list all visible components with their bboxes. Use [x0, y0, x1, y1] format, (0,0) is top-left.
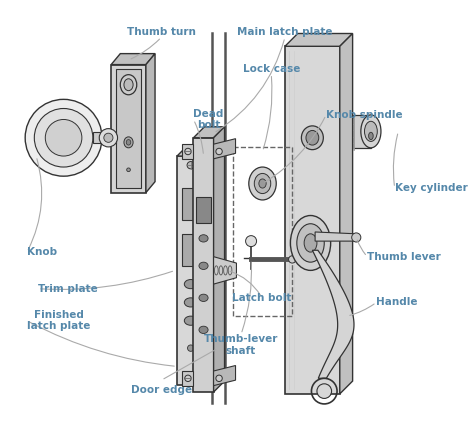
Polygon shape — [214, 257, 237, 284]
Ellipse shape — [369, 132, 373, 140]
Text: Trim plate: Trim plate — [38, 284, 98, 293]
Bar — [196, 197, 211, 223]
Text: Handle: Handle — [376, 297, 418, 307]
Ellipse shape — [317, 384, 332, 398]
Text: Dead
bolt: Dead bolt — [193, 109, 224, 130]
Circle shape — [99, 129, 118, 147]
Text: Latch bolt: Latch bolt — [232, 293, 292, 303]
Polygon shape — [177, 149, 212, 156]
Ellipse shape — [306, 130, 319, 145]
Ellipse shape — [297, 224, 324, 262]
Ellipse shape — [259, 179, 266, 188]
Text: Key cylinder: Key cylinder — [395, 183, 467, 193]
Text: Door edge: Door edge — [131, 385, 192, 395]
Circle shape — [104, 133, 113, 142]
Ellipse shape — [199, 262, 208, 270]
Ellipse shape — [254, 173, 271, 194]
Ellipse shape — [126, 140, 131, 145]
Polygon shape — [285, 34, 353, 46]
Ellipse shape — [187, 161, 194, 169]
Ellipse shape — [216, 375, 222, 381]
Polygon shape — [312, 250, 354, 378]
Bar — [182, 234, 200, 266]
Ellipse shape — [216, 148, 222, 155]
Polygon shape — [193, 127, 225, 138]
Polygon shape — [315, 232, 356, 241]
Polygon shape — [182, 371, 193, 385]
Circle shape — [246, 236, 256, 247]
Ellipse shape — [199, 294, 208, 301]
Ellipse shape — [184, 298, 197, 307]
Ellipse shape — [124, 79, 133, 91]
Polygon shape — [214, 139, 236, 159]
Circle shape — [34, 108, 93, 167]
Text: Thumb lever: Thumb lever — [367, 251, 441, 262]
Ellipse shape — [188, 345, 194, 351]
Ellipse shape — [120, 75, 137, 95]
Text: Thumb-lever
shaft: Thumb-lever shaft — [204, 335, 278, 356]
Ellipse shape — [289, 256, 296, 263]
Text: Knob: Knob — [27, 247, 57, 257]
Polygon shape — [146, 53, 155, 193]
Text: Knob spindle: Knob spindle — [326, 110, 403, 120]
Bar — [93, 132, 116, 143]
Text: Finished
latch plate: Finished latch plate — [27, 310, 91, 332]
Bar — [182, 188, 200, 220]
Bar — [353, 115, 371, 148]
Ellipse shape — [185, 148, 191, 155]
Text: Main latch plate: Main latch plate — [237, 27, 333, 37]
Text: Lock case: Lock case — [243, 64, 300, 74]
Polygon shape — [204, 149, 212, 385]
Bar — [233, 147, 292, 316]
Ellipse shape — [361, 115, 381, 148]
Circle shape — [46, 119, 82, 156]
Ellipse shape — [365, 121, 377, 141]
Polygon shape — [285, 46, 340, 394]
Polygon shape — [182, 144, 193, 159]
Ellipse shape — [304, 234, 317, 252]
Ellipse shape — [124, 137, 133, 148]
Polygon shape — [111, 65, 146, 193]
Ellipse shape — [199, 235, 208, 242]
Polygon shape — [111, 53, 155, 65]
Ellipse shape — [184, 279, 197, 289]
Ellipse shape — [185, 375, 191, 381]
Bar — [116, 69, 141, 188]
Ellipse shape — [184, 316, 197, 325]
Circle shape — [25, 99, 102, 176]
Polygon shape — [214, 127, 225, 392]
Ellipse shape — [301, 126, 323, 150]
Polygon shape — [214, 366, 236, 385]
Ellipse shape — [291, 216, 331, 271]
Ellipse shape — [249, 167, 276, 200]
Ellipse shape — [199, 326, 208, 334]
Polygon shape — [177, 156, 204, 385]
Ellipse shape — [187, 372, 194, 379]
Polygon shape — [340, 34, 353, 394]
Text: Thumb turn: Thumb turn — [127, 27, 196, 37]
Ellipse shape — [127, 168, 130, 171]
Polygon shape — [193, 138, 214, 392]
Ellipse shape — [352, 233, 361, 242]
